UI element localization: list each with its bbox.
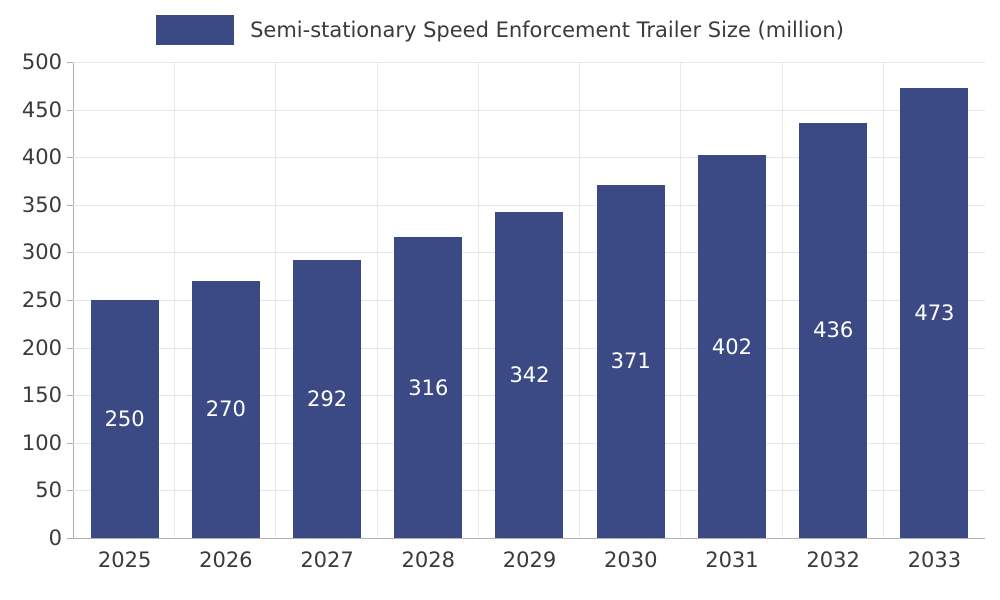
y-axis-tick-label: 50 [35,478,62,503]
y-axis-tick-mark [67,109,73,111]
bar-value-label: 402 [711,334,752,359]
grid-line-y [73,538,985,539]
y-axis-tick-mark [67,538,73,539]
grid-line-x [174,62,176,537]
bar[interactable] [495,212,564,538]
y-axis-tick-label: 300 [21,240,62,265]
bar[interactable] [900,87,969,538]
bar-group: 250 [74,62,175,538]
grid-line-y [73,62,985,63]
bar-group: 402 [681,62,782,538]
y-axis-tick-label: 450 [21,97,62,122]
bar-value-label: 316 [408,375,449,400]
grid-line-x [680,62,682,537]
bar-group: 316 [378,62,479,538]
legend-swatch-series-1 [156,15,235,45]
grid-line-y [73,157,985,159]
bar-value-label: 250 [104,407,145,431]
grid-line-y [73,204,985,206]
y-axis-tick-mark [67,442,73,444]
bar[interactable] [596,184,665,538]
y-axis-tick-label: 400 [21,145,62,170]
y-axis-tick-mark [67,490,73,492]
y-axis-tick-mark [67,347,73,349]
y-axis-tick-label: 150 [21,383,62,408]
y-axis-tick-mark [67,252,73,254]
y-axis-tick-label: 250 [21,288,62,312]
y-axis-tick-label: 0 [48,526,62,550]
bar-value-label: 342 [509,363,550,388]
bar-series: 250 270 292 316 342 371 402 436 473 [74,62,985,538]
bar[interactable] [191,280,260,538]
y-axis-tick-mark [67,62,73,63]
x-axis-tick-label: 2033 [907,548,962,572]
legend-label-series-1: Semi-stationary Speed Enforcement Traile… [250,18,844,42]
bar[interactable] [799,122,868,538]
bar-value-label: 270 [205,397,246,422]
y-axis-tick-mark [67,204,73,206]
x-axis-tick-label: 2027 [300,548,354,572]
y-axis-tick-label: 350 [21,192,62,217]
x-axis-tick-label: 2026 [199,548,253,572]
chart-legend: Semi-stationary Speed Enforcement Traile… [0,8,1000,52]
grid-line-x [376,62,378,537]
grid-line-x [579,62,581,537]
x-axis-tick-label: 2025 [97,548,152,572]
x-axis-tick-label: 2032 [806,548,860,572]
bar-value-label: 436 [813,318,854,343]
grid-line-x [882,62,884,537]
bar-group: 473 [884,62,985,538]
y-axis-tick-labels: 0 50 100 150 200 250 300 350 400 450 500 [0,50,62,550]
bar-group: 270 [175,62,276,538]
grid-line-x [477,62,479,537]
grid-line-y [73,109,985,111]
y-axis-tick-mark [67,157,73,159]
x-axis-tick-labels: 2025 2026 2027 2028 2029 2030 2031 2032 2033 [74,548,985,588]
x-axis-tick-label: 2028 [401,548,455,572]
x-axis-tick-label: 2029 [502,548,557,572]
x-axis-tick-label: 2030 [603,548,658,572]
bar[interactable] [293,260,362,538]
y-axis-tick-mark [67,395,73,397]
bar-value-label: 371 [610,349,651,374]
y-axis-tick-marks [0,62,80,539]
y-axis-tick-mark [67,300,73,301]
y-axis-tick-label: 100 [21,430,62,455]
bar-group: 436 [783,62,884,538]
bar[interactable] [90,300,159,538]
bar[interactable] [697,155,766,538]
bar-group: 371 [580,62,681,538]
bar-group: 292 [276,62,377,538]
bar-value-label: 292 [307,387,348,412]
bar[interactable] [394,237,463,538]
grid-line-x [781,62,783,537]
bar-value-label: 473 [914,300,955,325]
x-axis-tick-label: 2031 [705,548,759,572]
y-axis-tick-label: 200 [21,335,62,360]
y-axis-tick-label: 500 [21,50,62,74]
grid-line-x [275,62,277,537]
bar-group: 342 [479,62,580,538]
